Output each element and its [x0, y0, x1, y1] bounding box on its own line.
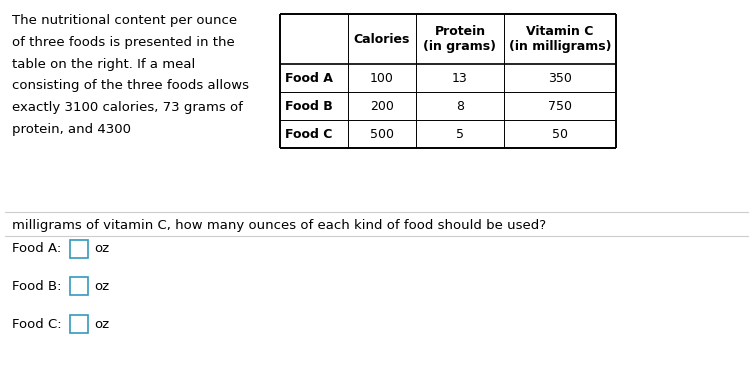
Text: Calories: Calories [354, 33, 410, 46]
Text: 750: 750 [548, 99, 572, 113]
FancyBboxPatch shape [70, 315, 88, 333]
Text: 8: 8 [456, 99, 464, 113]
Text: Food B:: Food B: [12, 279, 62, 292]
Text: Food C:: Food C: [12, 318, 62, 331]
Text: 350: 350 [548, 71, 572, 85]
Text: Food A:: Food A: [12, 242, 61, 255]
Text: table on the right. If a meal: table on the right. If a meal [12, 58, 195, 71]
Text: exactly 3100 calories, 73 grams of: exactly 3100 calories, 73 grams of [12, 101, 243, 114]
Text: 500: 500 [370, 128, 394, 141]
Text: Food A: Food A [285, 71, 333, 85]
Text: Protein
(in grams): Protein (in grams) [423, 25, 496, 53]
FancyBboxPatch shape [70, 240, 88, 258]
Text: Food C: Food C [285, 128, 332, 141]
Text: milligrams of vitamin C, how many ounces of each kind of food should be used?: milligrams of vitamin C, how many ounces… [12, 219, 546, 232]
Text: oz: oz [94, 242, 109, 255]
Text: The nutritional content per ounce: The nutritional content per ounce [12, 14, 237, 27]
FancyBboxPatch shape [70, 277, 88, 295]
Text: 200: 200 [370, 99, 394, 113]
Text: oz: oz [94, 318, 109, 331]
Text: 100: 100 [370, 71, 394, 85]
Text: Food B: Food B [285, 99, 333, 113]
Text: 50: 50 [552, 128, 568, 141]
Text: Vitamin C
(in milligrams): Vitamin C (in milligrams) [509, 25, 611, 53]
Text: 13: 13 [452, 71, 468, 85]
Text: 5: 5 [456, 128, 464, 141]
Text: oz: oz [94, 279, 109, 292]
Text: protein, and 4300: protein, and 4300 [12, 123, 131, 136]
Text: of three foods is presented in the: of three foods is presented in the [12, 36, 235, 49]
Text: consisting of the three foods allows: consisting of the three foods allows [12, 79, 249, 92]
